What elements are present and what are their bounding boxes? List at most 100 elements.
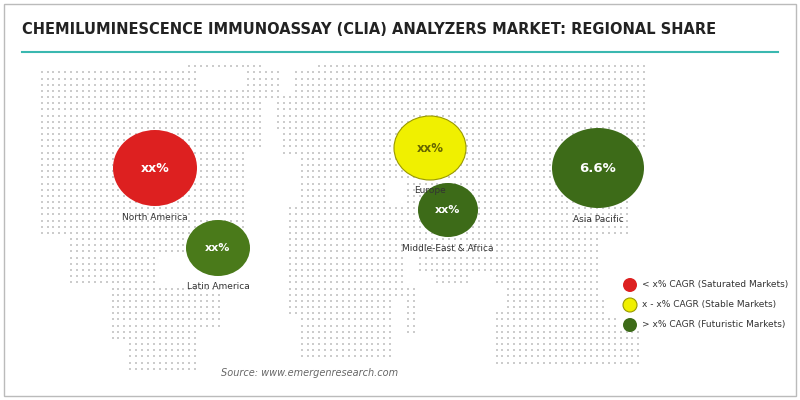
Point bbox=[384, 316, 397, 323]
Point bbox=[550, 298, 562, 304]
Point bbox=[82, 75, 95, 82]
Point bbox=[526, 205, 538, 212]
Point bbox=[425, 94, 438, 100]
Point bbox=[147, 236, 160, 242]
Point bbox=[508, 298, 521, 304]
Point bbox=[65, 242, 78, 248]
Point bbox=[89, 180, 102, 187]
Point bbox=[620, 63, 633, 69]
Point bbox=[531, 230, 544, 236]
Point bbox=[177, 150, 190, 156]
Point bbox=[578, 193, 591, 199]
Point bbox=[70, 112, 83, 119]
Point bbox=[154, 174, 166, 180]
Point bbox=[396, 143, 409, 150]
Point bbox=[419, 199, 432, 205]
Point bbox=[502, 199, 514, 205]
Point bbox=[473, 199, 486, 205]
Point bbox=[473, 156, 486, 162]
Point bbox=[431, 143, 444, 150]
Point bbox=[597, 69, 610, 76]
Point bbox=[218, 230, 231, 236]
Point bbox=[218, 193, 231, 199]
Point bbox=[550, 267, 562, 273]
Point bbox=[614, 63, 627, 69]
Point bbox=[396, 248, 409, 255]
Point bbox=[94, 211, 107, 218]
Point bbox=[378, 162, 390, 168]
Point bbox=[550, 106, 562, 113]
Point bbox=[142, 75, 154, 82]
Point bbox=[77, 131, 90, 137]
Point bbox=[531, 63, 544, 69]
Point bbox=[154, 143, 166, 150]
Point bbox=[543, 205, 556, 212]
Point bbox=[454, 193, 467, 199]
Point bbox=[561, 347, 574, 354]
Point bbox=[348, 199, 361, 205]
Point bbox=[608, 322, 621, 329]
Point bbox=[538, 279, 550, 286]
Point bbox=[526, 94, 538, 100]
Point bbox=[461, 150, 474, 156]
Point bbox=[177, 211, 190, 218]
Point bbox=[543, 174, 556, 180]
Point bbox=[585, 150, 598, 156]
Point bbox=[330, 335, 343, 341]
Point bbox=[514, 112, 526, 119]
Point bbox=[112, 174, 125, 180]
Point bbox=[531, 69, 544, 76]
Point bbox=[325, 316, 338, 323]
Point bbox=[171, 328, 184, 335]
Point bbox=[396, 150, 409, 156]
Point bbox=[325, 347, 338, 354]
Point bbox=[295, 316, 308, 323]
Point bbox=[47, 82, 60, 88]
Point bbox=[189, 150, 202, 156]
Point bbox=[290, 106, 302, 113]
Point bbox=[206, 156, 219, 162]
Point bbox=[313, 125, 326, 131]
Point bbox=[366, 347, 379, 354]
Point bbox=[478, 236, 491, 242]
Point bbox=[550, 211, 562, 218]
Point bbox=[543, 193, 556, 199]
Point bbox=[538, 341, 550, 347]
Point bbox=[573, 193, 586, 199]
Point bbox=[166, 82, 178, 88]
Point bbox=[561, 285, 574, 292]
Point bbox=[396, 217, 409, 224]
Point bbox=[154, 335, 166, 341]
Point bbox=[106, 193, 119, 199]
Point bbox=[183, 174, 196, 180]
Point bbox=[35, 118, 48, 125]
Point bbox=[402, 199, 414, 205]
Point bbox=[213, 180, 226, 187]
Point bbox=[224, 211, 237, 218]
Point bbox=[301, 75, 314, 82]
Point bbox=[218, 174, 231, 180]
Point bbox=[206, 112, 219, 119]
Point bbox=[348, 150, 361, 156]
Point bbox=[555, 316, 568, 323]
Point bbox=[337, 162, 350, 168]
Point bbox=[360, 180, 373, 187]
Point bbox=[342, 88, 355, 94]
Point bbox=[183, 112, 196, 119]
Point bbox=[578, 125, 591, 131]
Point bbox=[384, 230, 397, 236]
Point bbox=[330, 150, 343, 156]
Point bbox=[106, 310, 119, 316]
Point bbox=[561, 292, 574, 298]
Point bbox=[502, 341, 514, 347]
Point bbox=[118, 298, 130, 304]
Point bbox=[53, 230, 66, 236]
Point bbox=[65, 131, 78, 137]
Point bbox=[342, 112, 355, 119]
Point bbox=[502, 69, 514, 76]
Point bbox=[106, 217, 119, 224]
Point bbox=[597, 230, 610, 236]
Point bbox=[407, 100, 420, 106]
Point bbox=[638, 88, 650, 94]
Point bbox=[632, 100, 645, 106]
